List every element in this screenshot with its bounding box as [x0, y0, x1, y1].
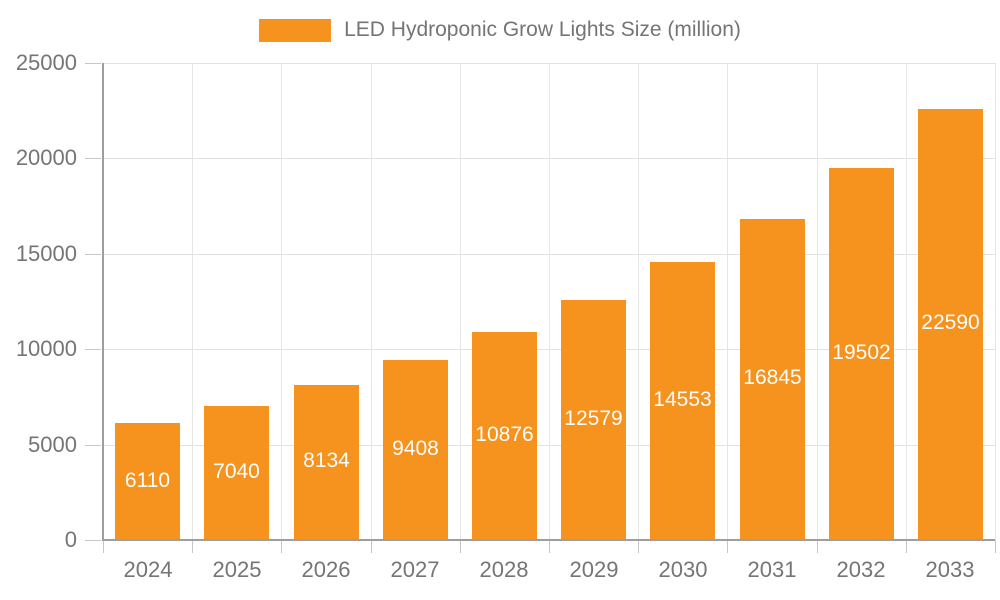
bar-value-label: 19502	[832, 341, 891, 364]
x-axis-tick	[460, 540, 461, 553]
bar-value-label: 22590	[921, 311, 980, 334]
y-axis-tick	[85, 253, 101, 255]
y-axis-label: 10000	[15, 336, 77, 362]
x-axis-label: 2031	[747, 557, 797, 582]
bar[interactable]	[561, 299, 626, 540]
y-axis-label: 0	[64, 527, 77, 552]
x-axis-label: 2032	[836, 557, 886, 582]
y-axis-tick	[85, 63, 101, 64]
bar[interactable]	[918, 108, 983, 540]
gridline-vertical	[549, 63, 550, 540]
x-axis-tick	[638, 540, 639, 553]
y-axis-label: 5000	[28, 431, 77, 457]
legend-label: LED Hydroponic Grow Lights Size (million…	[344, 18, 741, 41]
bar-value-label: 14553	[653, 388, 712, 411]
x-axis-label: 2026	[301, 557, 351, 582]
y-axis-label: 25000	[15, 50, 77, 75]
x-axis-label: 2033	[925, 557, 975, 582]
y-axis-line	[102, 63, 104, 540]
y-axis-tick	[85, 349, 101, 351]
x-axis-tick	[103, 540, 104, 553]
x-axis-label: 2024	[123, 557, 173, 582]
bar[interactable]	[650, 262, 715, 540]
gridline-vertical	[727, 63, 728, 540]
bar-value-label: 8134	[303, 449, 350, 472]
bar[interactable]	[472, 332, 537, 540]
x-axis-tick	[371, 540, 372, 553]
bar[interactable]	[204, 405, 269, 540]
x-axis-tick	[995, 540, 996, 553]
x-axis-tick	[281, 540, 282, 553]
x-axis-tick	[817, 540, 818, 553]
x-axis-tick	[549, 540, 550, 553]
y-axis-label: 15000	[15, 240, 77, 266]
gridline-vertical	[995, 63, 996, 540]
legend-swatch[interactable]	[259, 18, 332, 42]
gridline-vertical	[371, 63, 372, 540]
bar-value-label: 16845	[743, 366, 802, 389]
bar[interactable]	[740, 218, 805, 540]
y-axis-tick	[85, 540, 101, 541]
bar-value-label: 10876	[475, 423, 534, 446]
bar-value-label: 12579	[564, 407, 623, 430]
x-axis-label: 2030	[658, 557, 708, 582]
x-axis-tick	[192, 540, 193, 553]
x-axis-label: 2028	[479, 557, 529, 582]
x-axis-label: 2029	[569, 557, 619, 582]
y-axis-tick	[85, 158, 101, 160]
bar-value-label: 9408	[392, 437, 439, 460]
x-axis-tick	[727, 540, 728, 553]
gridline-vertical	[281, 63, 282, 540]
y-axis-tick	[85, 444, 101, 446]
bar[interactable]	[115, 423, 180, 540]
bar[interactable]	[383, 360, 448, 540]
bar-value-label: 6110	[124, 469, 171, 492]
legend[interactable]: LED Hydroponic Grow Lights Size (million…	[0, 17, 1000, 43]
gridline-vertical	[906, 63, 907, 540]
x-axis-label: 2027	[390, 557, 440, 582]
y-axis-label: 20000	[15, 145, 77, 171]
bar[interactable]	[294, 384, 359, 540]
gridline-vertical	[460, 63, 461, 540]
x-axis-label: 2025	[212, 557, 262, 582]
bar[interactable]	[829, 167, 894, 540]
gridline-vertical	[192, 63, 193, 540]
x-axis-line	[102, 539, 995, 541]
x-axis-tick	[906, 540, 907, 553]
plot-area: 0 5000 10000 15000 20000 25000 6110 2024 7040 202…	[16, 50, 996, 582]
gridline-vertical	[817, 63, 818, 540]
gridline-vertical	[638, 63, 639, 540]
bar-value-label: 7040	[213, 460, 260, 483]
